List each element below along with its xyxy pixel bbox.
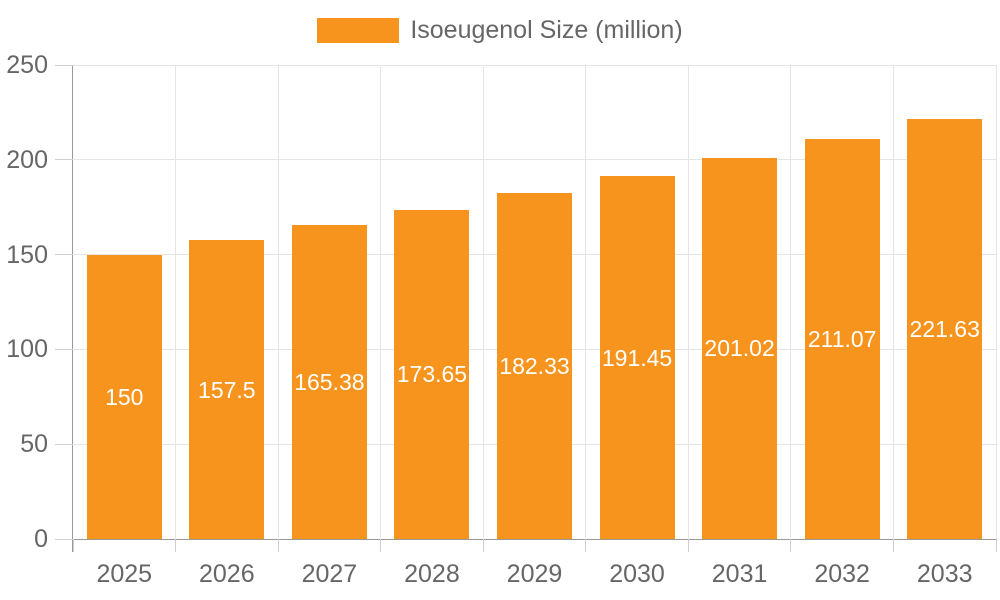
- y-axis-tick-label: 200: [6, 145, 48, 174]
- y-axis-tick-label: 100: [6, 335, 48, 364]
- x-axis-tick: [687, 539, 689, 552]
- y-axis-tick: [55, 538, 73, 540]
- y-axis-tick-label: 50: [20, 430, 48, 459]
- y-axis-tick: [55, 443, 73, 445]
- x-axis-tick: [585, 539, 587, 552]
- x-axis-tick-label: 2032: [814, 560, 870, 588]
- grid-line-vertical: [277, 65, 279, 539]
- x-axis-tick: [277, 539, 279, 552]
- x-axis-tick-label: 2028: [404, 560, 460, 588]
- grid-line-horizontal: [73, 64, 996, 66]
- grid-line-horizontal: [73, 159, 996, 161]
- bar-2029[interactable]: [497, 193, 572, 539]
- y-axis-line: [72, 65, 73, 552]
- bar-2033[interactable]: [907, 118, 983, 539]
- x-axis-tick-label: 2027: [301, 560, 358, 588]
- grid-line-vertical: [892, 65, 894, 539]
- bar-2028[interactable]: [394, 209, 470, 539]
- x-axis-tick-label: 2029: [506, 560, 563, 588]
- x-axis-tick-label: 2025: [96, 560, 153, 588]
- plot-area: 0 50 100 150 200 250 150 2025 157.5 2026 165.38 202…: [6, 51, 997, 588]
- y-axis-tick-label: 250: [6, 51, 48, 79]
- grid-line-vertical: [995, 65, 997, 539]
- x-axis-tick: [790, 539, 792, 552]
- x-axis-tick: [72, 539, 74, 552]
- grid-line-vertical: [585, 65, 587, 539]
- x-axis-tick: [995, 539, 997, 552]
- x-axis-tick-label: 2033: [916, 560, 973, 588]
- x-axis-tick: [175, 539, 177, 552]
- x-axis-tick-label: 2026: [199, 560, 255, 588]
- x-axis-tick-label: 2031: [711, 560, 768, 588]
- y-axis-tick: [55, 64, 73, 66]
- y-axis-tick-label: 0: [34, 525, 48, 553]
- y-axis-tick-label: 150: [6, 240, 48, 269]
- grid-line-vertical: [175, 65, 177, 539]
- bar-2027[interactable]: [291, 225, 367, 539]
- x-axis-tick: [482, 539, 484, 552]
- x-axis-tick-label: 2030: [609, 560, 665, 588]
- grid-line-vertical: [482, 65, 484, 539]
- legend-swatch: [317, 17, 400, 43]
- legend-item[interactable]: Isoeugenol Size (million): [0, 15, 1000, 45]
- bar-2025[interactable]: [86, 254, 162, 539]
- grid-line-vertical: [790, 65, 792, 539]
- grid-line-vertical: [687, 65, 689, 539]
- x-axis-tick: [380, 539, 382, 552]
- x-axis-line: [72, 539, 996, 540]
- grid-line-vertical: [380, 65, 382, 539]
- y-axis-tick: [55, 348, 73, 350]
- x-axis-tick: [892, 539, 894, 552]
- bar-2031[interactable]: [702, 157, 778, 539]
- y-axis-tick: [55, 159, 73, 161]
- bar-2030[interactable]: [599, 176, 675, 539]
- legend-label: Isoeugenol Size (million): [410, 16, 683, 44]
- y-axis-tick: [55, 254, 73, 256]
- bar-2026[interactable]: [189, 240, 265, 539]
- bar-2032[interactable]: [804, 138, 880, 539]
